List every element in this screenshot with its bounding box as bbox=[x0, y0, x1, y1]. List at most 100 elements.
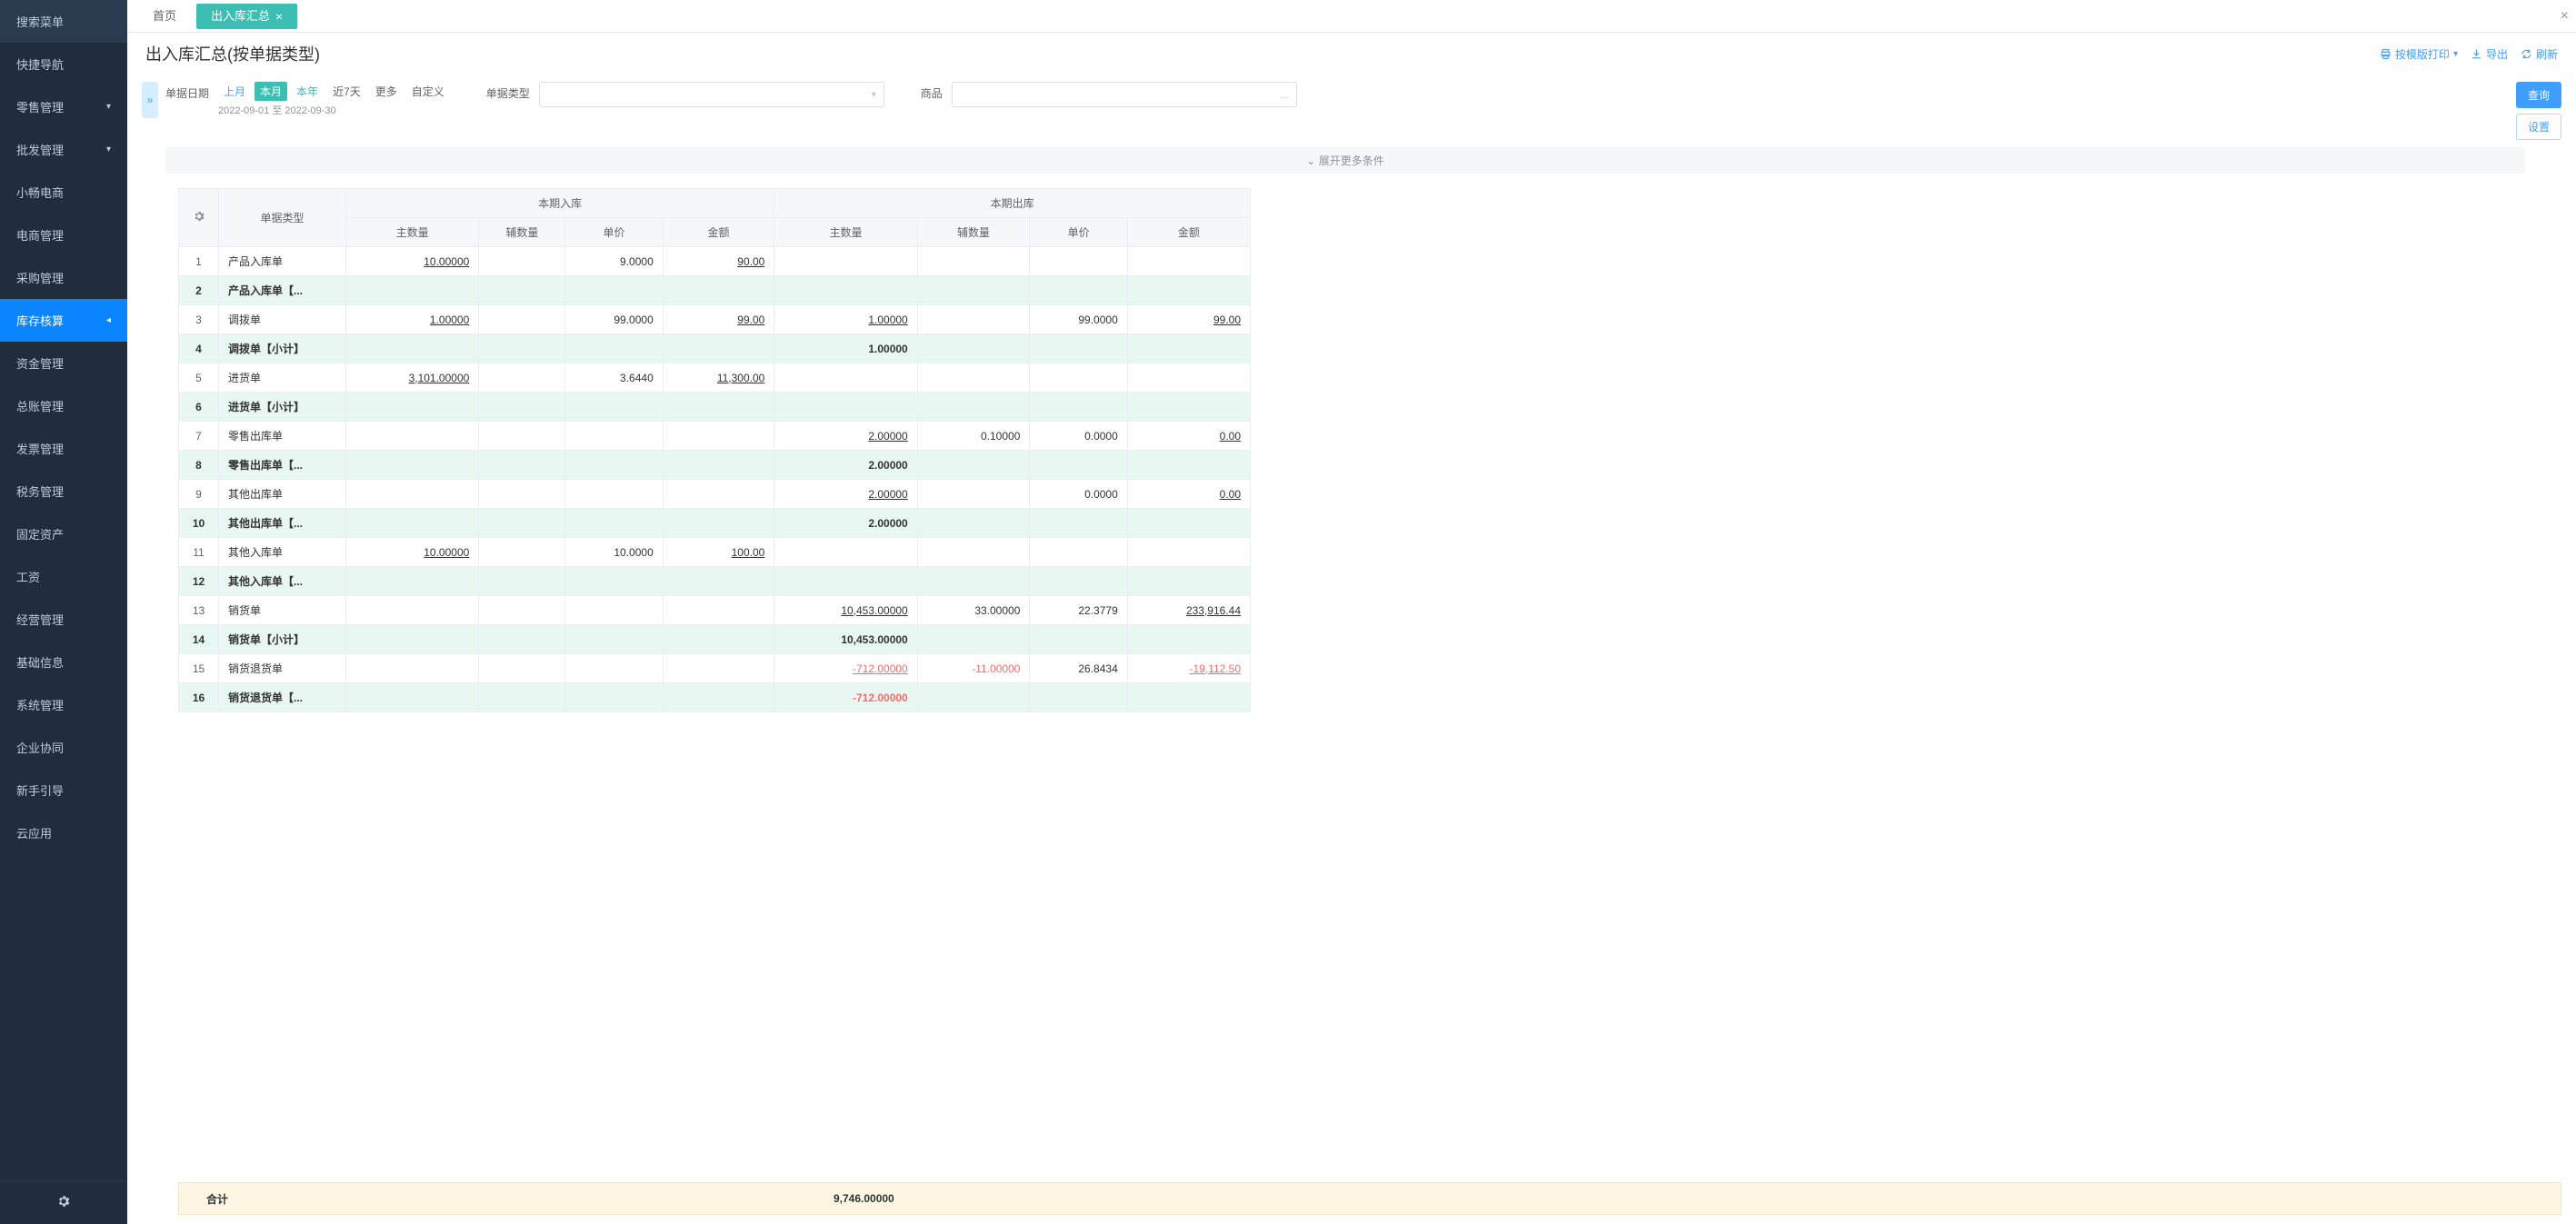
tabs-close-all-icon[interactable]: × bbox=[2561, 8, 2569, 25]
sidebar-item-16[interactable]: 系统管理 bbox=[0, 683, 127, 726]
table-row[interactable]: 5进货单3,101.000003.644011,300.00 bbox=[179, 363, 1251, 393]
table-cell: 3 bbox=[179, 305, 219, 334]
table-cell bbox=[917, 393, 1030, 422]
th-out-price[interactable]: 单价 bbox=[1030, 218, 1127, 247]
sidebar-item-13[interactable]: 工资 bbox=[0, 555, 127, 598]
table-cell bbox=[479, 422, 565, 451]
sidebar-item-7[interactable]: 库存核算 ◂ bbox=[0, 299, 127, 342]
sidebar-item-9[interactable]: 总账管理 bbox=[0, 384, 127, 427]
table-cell bbox=[346, 393, 479, 422]
table-cell bbox=[479, 509, 565, 538]
table-cell bbox=[917, 567, 1030, 596]
search-button[interactable]: 查询 bbox=[2516, 82, 2561, 108]
sidebar-item-18[interactable]: 新手引导 bbox=[0, 769, 127, 811]
sidebar-item-15[interactable]: 基础信息 bbox=[0, 641, 127, 683]
table-cell: 零售出库单 bbox=[219, 422, 346, 451]
th-in-group: 本期入库 bbox=[346, 189, 774, 218]
expand-filters-button[interactable]: ⌄ 展开更多条件 bbox=[165, 147, 2525, 174]
date-chip-custom[interactable]: 自定义 bbox=[406, 82, 450, 101]
table-cell: 销货退货单【... bbox=[219, 683, 346, 712]
sidebar-item-3[interactable]: 批发管理▾ bbox=[0, 128, 127, 171]
th-in-mainqty[interactable]: 主数量 bbox=[346, 218, 479, 247]
th-out-mainqty[interactable]: 主数量 bbox=[774, 218, 917, 247]
product-input[interactable]: ... bbox=[952, 82, 1297, 107]
main-content: 首页 出入库汇总 × × 出入库汇总(按单据类型) 按模版打印 ▾ 导出 bbox=[127, 0, 2576, 1224]
sidebar-item-10[interactable]: 发票管理 bbox=[0, 427, 127, 470]
caret-left-icon: ◂ bbox=[106, 315, 111, 325]
tab-home[interactable]: 首页 bbox=[138, 4, 191, 29]
table-cell: 9 bbox=[179, 480, 219, 509]
table-row[interactable]: 1产品入库单10.000009.000090.00 bbox=[179, 247, 1251, 276]
sidebar-item-12[interactable]: 固定资产 bbox=[0, 512, 127, 555]
print-button[interactable]: 按模版打印 ▾ bbox=[2380, 46, 2458, 62]
table-row[interactable]: 2产品入库单【... bbox=[179, 276, 1251, 305]
date-chip-more[interactable]: 更多 bbox=[370, 82, 403, 101]
table-row[interactable]: 15销货退货单-712.00000-11.0000026.8434-19,112… bbox=[179, 654, 1251, 683]
table-row[interactable]: 11其他入库单10.0000010.0000100.00 bbox=[179, 538, 1251, 567]
close-icon[interactable]: × bbox=[275, 4, 283, 29]
sidebar-item-label: 税务管理 bbox=[16, 483, 64, 500]
sidebar-item-label: 采购管理 bbox=[16, 269, 64, 286]
sidebar-item-14[interactable]: 经营管理 bbox=[0, 598, 127, 641]
table-row[interactable]: 6进货单【小计】 bbox=[179, 393, 1251, 422]
table-cell bbox=[1127, 625, 1250, 654]
collapse-filter-button[interactable]: » bbox=[142, 82, 158, 118]
sidebar-item-label: 库存核算 bbox=[16, 312, 64, 329]
table-cell bbox=[1030, 625, 1127, 654]
date-chip-this-year[interactable]: 本年 bbox=[291, 82, 324, 101]
table-cell bbox=[346, 683, 479, 712]
sidebar-item-label: 发票管理 bbox=[16, 440, 64, 457]
table-cell bbox=[479, 451, 565, 480]
sidebar-item-2[interactable]: 零售管理▾ bbox=[0, 85, 127, 128]
sidebar-item-19[interactable]: 云应用 bbox=[0, 811, 127, 854]
th-out-auxqty[interactable]: 辅数量 bbox=[917, 218, 1030, 247]
th-in-price[interactable]: 单价 bbox=[565, 218, 663, 247]
table-cell: 99.0000 bbox=[1030, 305, 1127, 334]
table-cell bbox=[1030, 683, 1127, 712]
th-out-group: 本期出库 bbox=[774, 189, 1251, 218]
table-cell: 6 bbox=[179, 393, 219, 422]
table-cell bbox=[917, 363, 1030, 393]
page-title: 出入库汇总(按单据类型) bbox=[145, 42, 320, 65]
sidebar-item-0[interactable]: 搜索菜单 bbox=[0, 0, 127, 43]
table-cell: 0.00 bbox=[1127, 480, 1250, 509]
table-row[interactable]: 9其他出库单2.000000.00000.00 bbox=[179, 480, 1251, 509]
date-chip-this-month[interactable]: 本月 bbox=[255, 82, 287, 101]
tab-active[interactable]: 出入库汇总 × bbox=[196, 4, 297, 29]
table-row[interactable]: 3调拨单1.0000099.000099.001.0000099.000099.… bbox=[179, 305, 1251, 334]
sidebar-item-4[interactable]: 小畅电商 bbox=[0, 171, 127, 214]
table-row[interactable]: 8零售出库单【...2.00000 bbox=[179, 451, 1251, 480]
date-chip-last-month[interactable]: 上月 bbox=[218, 82, 251, 101]
sidebar-item-8[interactable]: 资金管理 bbox=[0, 342, 127, 384]
table-cell bbox=[565, 276, 663, 305]
table-cell bbox=[1030, 334, 1127, 363]
sidebar-item-6[interactable]: 采购管理 bbox=[0, 256, 127, 299]
sidebar-item-5[interactable]: 电商管理 bbox=[0, 214, 127, 256]
table-row[interactable]: 14销货单【小计】10,453.00000 bbox=[179, 625, 1251, 654]
date-chip-last7[interactable]: 近7天 bbox=[327, 82, 366, 101]
sidebar-item-label: 快捷导航 bbox=[16, 55, 64, 73]
table-cell bbox=[663, 480, 774, 509]
sidebar-item-17[interactable]: 企业协同 bbox=[0, 726, 127, 769]
table-row[interactable]: 10其他出库单【...2.00000 bbox=[179, 509, 1251, 538]
table-cell bbox=[1127, 509, 1250, 538]
table-settings-header[interactable] bbox=[179, 189, 219, 247]
doc-type-select[interactable]: ▾ bbox=[539, 82, 884, 107]
table-row[interactable]: 13销货单10,453.0000033.0000022.3779233,916.… bbox=[179, 596, 1251, 625]
settings-button[interactable]: 设置 bbox=[2516, 114, 2561, 140]
table-row[interactable]: 4调拨单【小计】1.00000 bbox=[179, 334, 1251, 363]
table-cell bbox=[917, 683, 1030, 712]
table-row[interactable]: 16销货退货单【...-712.00000 bbox=[179, 683, 1251, 712]
table-row[interactable]: 12其他入库单【... bbox=[179, 567, 1251, 596]
table-row[interactable]: 7零售出库单2.000000.100000.00000.00 bbox=[179, 422, 1251, 451]
th-out-amount[interactable]: 金额 bbox=[1127, 218, 1250, 247]
sidebar-item-11[interactable]: 税务管理 bbox=[0, 470, 127, 512]
export-button[interactable]: 导出 bbox=[2471, 46, 2508, 62]
sidebar-item-1[interactable]: 快捷导航 bbox=[0, 43, 127, 85]
table-footer-total: 合计 9,746.00000 bbox=[178, 1182, 2561, 1215]
th-doc-type[interactable]: 单据类型 bbox=[219, 189, 346, 247]
refresh-button[interactable]: 刷新 bbox=[2521, 46, 2558, 62]
th-in-amount[interactable]: 金额 bbox=[663, 218, 774, 247]
sidebar-settings[interactable] bbox=[0, 1180, 127, 1224]
th-in-auxqty[interactable]: 辅数量 bbox=[479, 218, 565, 247]
